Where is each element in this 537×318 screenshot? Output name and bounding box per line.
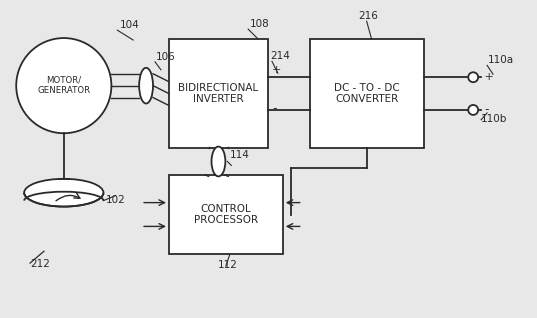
Text: -: - bbox=[272, 102, 277, 115]
Circle shape bbox=[16, 38, 111, 133]
Text: 216: 216 bbox=[359, 11, 379, 21]
Text: 212: 212 bbox=[30, 259, 50, 269]
Text: 110b: 110b bbox=[481, 114, 507, 124]
Text: CONTROL
PROCESSOR: CONTROL PROCESSOR bbox=[194, 204, 258, 225]
Ellipse shape bbox=[139, 68, 153, 103]
Text: 106: 106 bbox=[156, 52, 176, 62]
Text: +: + bbox=[272, 65, 281, 75]
Ellipse shape bbox=[24, 179, 104, 207]
Text: 112: 112 bbox=[218, 260, 238, 270]
Text: -: - bbox=[481, 103, 490, 116]
Text: 114: 114 bbox=[229, 149, 249, 160]
Text: MOTOR/
GENERATOR: MOTOR/ GENERATOR bbox=[37, 76, 90, 95]
Text: DC - TO - DC
CONVERTER: DC - TO - DC CONVERTER bbox=[334, 83, 400, 104]
Bar bbox=[169, 39, 268, 148]
Text: 104: 104 bbox=[119, 20, 139, 30]
Circle shape bbox=[468, 72, 478, 82]
Text: BIDIRECTIONAL
INVERTER: BIDIRECTIONAL INVERTER bbox=[178, 83, 259, 104]
Text: +: + bbox=[481, 72, 494, 82]
Text: 102: 102 bbox=[105, 195, 125, 204]
Text: 110a: 110a bbox=[488, 55, 514, 65]
Text: 214: 214 bbox=[270, 52, 290, 61]
Ellipse shape bbox=[212, 147, 226, 176]
Bar bbox=[169, 175, 283, 254]
Bar bbox=[310, 39, 424, 148]
Text: 108: 108 bbox=[250, 19, 270, 29]
Circle shape bbox=[468, 105, 478, 115]
